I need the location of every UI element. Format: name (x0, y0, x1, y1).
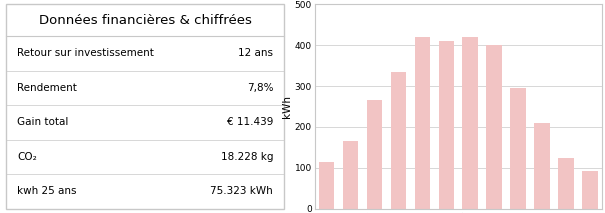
Bar (439, 41, 454, 209)
Bar (511, 88, 526, 209)
Text: € 11.439: € 11.439 (227, 117, 273, 127)
Text: 7,8%: 7,8% (247, 83, 273, 93)
Text: 75.323 kWh: 75.323 kWh (211, 186, 273, 196)
Bar (462, 37, 478, 209)
Bar (414, 37, 430, 209)
Bar (582, 171, 598, 209)
Text: Rendement: Rendement (17, 83, 77, 93)
Bar (558, 158, 574, 209)
Text: 18.228 kg: 18.228 kg (221, 152, 273, 162)
Text: 12 ans: 12 ans (238, 48, 273, 58)
Bar (391, 72, 406, 209)
Text: kwh 25 ans: kwh 25 ans (17, 186, 77, 196)
Text: Retour sur investissement: Retour sur investissement (17, 48, 154, 58)
Y-axis label: kWh: kWh (282, 95, 292, 118)
Bar (343, 141, 358, 209)
Bar (534, 123, 550, 209)
Bar (319, 162, 335, 209)
Text: Données financières & chiffrées: Données financières & chiffrées (39, 14, 252, 27)
Text: CO₂: CO₂ (17, 152, 37, 162)
Bar (367, 100, 382, 209)
Bar (486, 45, 502, 209)
Text: Gain total: Gain total (17, 117, 68, 127)
